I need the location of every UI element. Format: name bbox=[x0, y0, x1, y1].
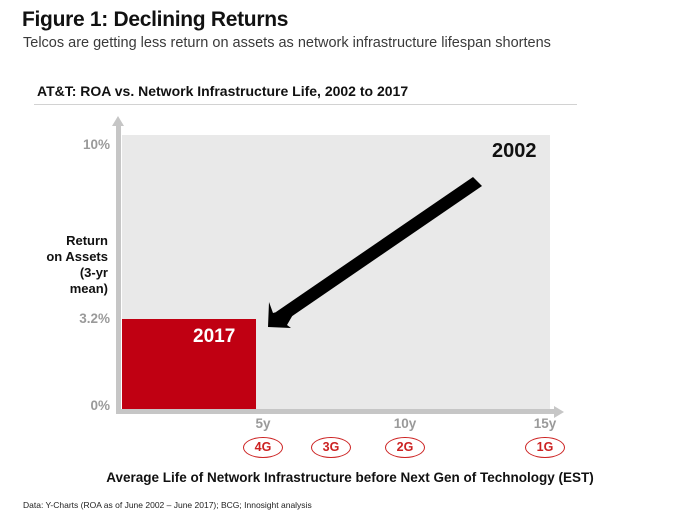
y-axis-title-line: (3-yr bbox=[79, 265, 108, 280]
x-axis-tick-10y: 10y bbox=[393, 416, 417, 431]
bar-label-2017: 2017 bbox=[193, 326, 236, 347]
y-axis-title-line: on Assets bbox=[46, 249, 108, 264]
chart-title: AT&T: ROA vs. Network Infrastructure Lif… bbox=[37, 83, 409, 99]
y-axis-tick-label: 10% bbox=[82, 137, 110, 152]
y-axis-tick-label: 0% bbox=[90, 398, 110, 413]
gen-badge-4g: 4G bbox=[243, 437, 283, 458]
gen-badge-3g: 3G bbox=[311, 437, 351, 458]
gen-badge-2g: 2G bbox=[385, 437, 425, 458]
figure-subtitle: Telcos are getting less return on assets… bbox=[23, 35, 551, 51]
y-axis-title-line: Return bbox=[66, 233, 108, 248]
source-note: Data: Y-Charts (ROA as of June 2002 – Ju… bbox=[23, 500, 312, 510]
x-axis-arrow-icon bbox=[554, 405, 564, 418]
y-axis-title-line: mean) bbox=[69, 281, 108, 296]
annotation-2002: 2002 bbox=[492, 140, 537, 162]
gen-badge-1g: 1G bbox=[525, 437, 565, 458]
y-axis-tick-label: 3.2% bbox=[79, 311, 110, 326]
y-axis-arrow-icon bbox=[112, 116, 124, 126]
x-axis-tick-15y: 15y bbox=[533, 416, 557, 431]
figure-title: Figure 1: Declining Returns bbox=[22, 8, 289, 31]
bar-2017 bbox=[122, 319, 256, 409]
y-axis-title: Return on Assets (3-yr mean) bbox=[20, 233, 108, 297]
x-axis-title: Average Life of Network Infrastructure b… bbox=[106, 470, 594, 485]
x-axis-line bbox=[116, 409, 558, 414]
y-axis-line bbox=[116, 124, 121, 409]
title-divider bbox=[34, 104, 577, 105]
x-axis-tick-5y: 5y bbox=[255, 416, 271, 431]
